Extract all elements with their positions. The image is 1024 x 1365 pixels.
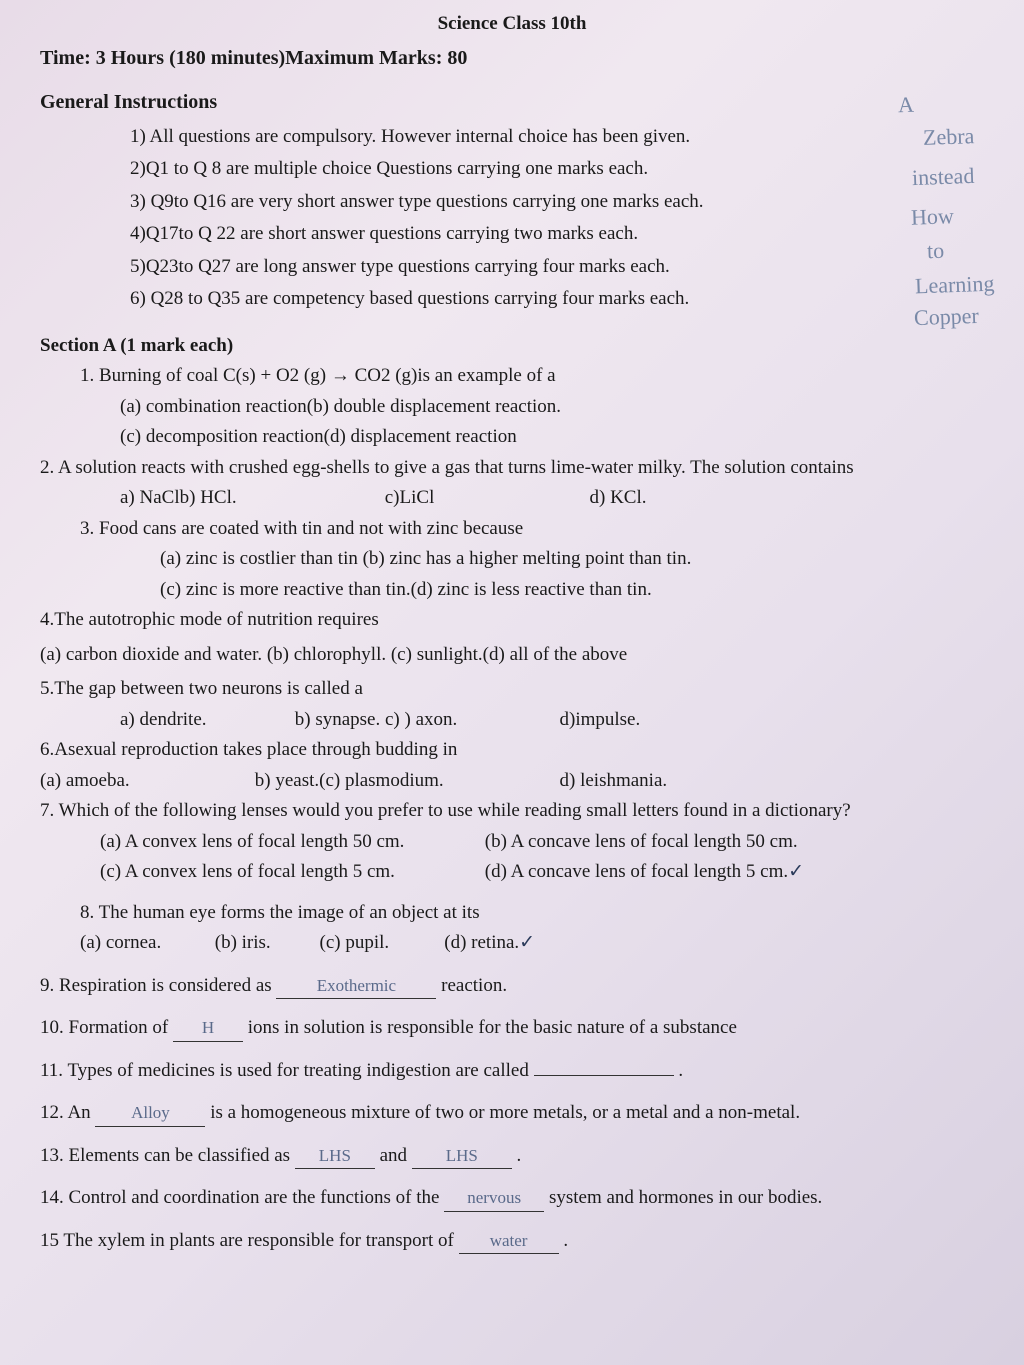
q6-options: (a) amoeba. b) yeast.(c) plasmodium. d) … bbox=[40, 767, 984, 796]
q7-options-row2: (c) A convex lens of focal length 5 cm. … bbox=[100, 858, 984, 887]
q6-text: 6.Asexual reproduction takes place throu… bbox=[40, 736, 984, 765]
q8-opt-b: (b) iris. bbox=[215, 929, 315, 958]
q12-post: is a homogeneous mixture of two or more … bbox=[210, 1102, 800, 1123]
q12: 12. An Alloy is a homogeneous mixture of… bbox=[40, 1099, 984, 1128]
q1-options-ab: (a) combination reaction(b) double displ… bbox=[120, 393, 984, 422]
q7-text: 7. Which of the following lenses would y… bbox=[40, 797, 984, 826]
q8-text: 8. The human eye forms the image of an o… bbox=[80, 899, 984, 928]
q9-pre: 9. Respiration is considered as bbox=[40, 975, 276, 996]
q7-opt-b: (b) A concave lens of focal length 50 cm… bbox=[485, 831, 798, 852]
q15: 15 The xylem in plants are responsible f… bbox=[40, 1227, 984, 1256]
q14-blank: nervous bbox=[444, 1185, 544, 1212]
margin-note: Copper bbox=[914, 299, 980, 334]
q9-blank: Exothermic bbox=[276, 973, 436, 1000]
tick-icon: ✓ bbox=[788, 861, 804, 882]
q10-blank: H bbox=[173, 1015, 243, 1042]
q2-opt-d: d) KCl. bbox=[590, 487, 647, 508]
q6-opt-a: (a) amoeba. bbox=[40, 767, 250, 796]
instruction-list: 1) All questions are compulsory. However… bbox=[130, 123, 984, 314]
margin-note: How bbox=[911, 199, 955, 233]
instruction-item: 4)Q17to Q 22 are short answer questions … bbox=[130, 220, 984, 249]
margin-note: to bbox=[926, 234, 944, 268]
q7-opt-d: (d) A concave lens of focal length 5 cm. bbox=[485, 861, 788, 882]
q11-blank bbox=[534, 1075, 674, 1076]
margin-note: instead bbox=[911, 159, 974, 194]
q10: 10. Formation of H ions in solution is r… bbox=[40, 1014, 984, 1043]
q8-opt-d: (d) retina. bbox=[444, 932, 519, 953]
instruction-item: 5)Q23to Q27 are long answer type questio… bbox=[130, 253, 984, 282]
q7-opt-a: (a) A convex lens of focal length 50 cm. bbox=[100, 828, 480, 857]
q8-opt-a: (a) cornea. bbox=[80, 929, 210, 958]
q6-opt-d: d) leishmania. bbox=[560, 770, 668, 791]
q13-post: . bbox=[517, 1145, 522, 1166]
q9-post: reaction. bbox=[441, 975, 507, 996]
q13-pre: 13. Elements can be classified as bbox=[40, 1145, 295, 1166]
q2-opt-c: c)LiCl bbox=[385, 484, 585, 513]
q2-opt-a: a) NaClb) HCl. bbox=[120, 484, 380, 513]
page-title: Science Class 10th bbox=[40, 10, 984, 39]
margin-note: A bbox=[898, 88, 915, 122]
q15-blank: water bbox=[459, 1228, 559, 1255]
q13-mid: and bbox=[380, 1145, 412, 1166]
q8-options: (a) cornea. (b) iris. (c) pupil. (d) ret… bbox=[80, 929, 984, 958]
q11-post: . bbox=[678, 1060, 683, 1081]
q5-opt-a: a) dendrite. bbox=[120, 706, 290, 735]
q11: 11. Types of medicines is used for treat… bbox=[40, 1057, 984, 1086]
q15-post: . bbox=[563, 1230, 568, 1251]
q12-blank: Alloy bbox=[95, 1100, 205, 1127]
q3-options-cd: (c) zinc is more reactive than tin.(d) z… bbox=[160, 576, 984, 605]
q5-opt-bc: b) synapse. c) ) axon. bbox=[295, 706, 555, 735]
q6-opt-bc: b) yeast.(c) plasmodium. bbox=[255, 767, 555, 796]
q10-pre: 10. Formation of bbox=[40, 1017, 173, 1038]
q7-options-row1: (a) A convex lens of focal length 50 cm.… bbox=[100, 828, 984, 857]
instruction-item: 3) Q9to Q16 are very short answer type q… bbox=[130, 188, 984, 217]
q3-options-ab: (a) zinc is costlier than tin (b) zinc h… bbox=[160, 545, 984, 574]
q8-opt-c: (c) pupil. bbox=[320, 929, 440, 958]
q14-post: system and hormones in our bodies. bbox=[549, 1187, 822, 1208]
q5-text: 5.The gap between two neurons is called … bbox=[40, 675, 984, 704]
instruction-item: 2)Q1 to Q 8 are multiple choice Question… bbox=[130, 155, 984, 184]
instruction-item: 6) Q28 to Q35 are competency based quest… bbox=[130, 285, 984, 314]
q10-post: ions in solution is responsible for the … bbox=[248, 1017, 737, 1038]
instruction-item: 1) All questions are compulsory. However… bbox=[130, 123, 984, 152]
q2-options: a) NaClb) HCl. c)LiCl d) KCl. bbox=[120, 484, 984, 513]
q4-options: (a) carbon dioxide and water. (b) chloro… bbox=[40, 641, 984, 670]
q1-text: 1. Burning of coal C(s) + O2 (g) → CO2 (… bbox=[80, 362, 984, 391]
q13: 13. Elements can be classified as LHS an… bbox=[40, 1142, 984, 1171]
q5-opt-d: d)impulse. bbox=[560, 709, 641, 730]
q13-blank2: LHS bbox=[412, 1143, 512, 1170]
tick-icon: ✓ bbox=[519, 932, 535, 953]
margin-note: Learning bbox=[914, 267, 995, 303]
q1-options-cd: (c) decomposition reaction(d) displaceme… bbox=[120, 423, 984, 452]
q12-pre: 12. An bbox=[40, 1102, 95, 1123]
q4-text: 4.The autotrophic mode of nutrition requ… bbox=[40, 606, 984, 635]
q5-options: a) dendrite. b) synapse. c) ) axon. d)im… bbox=[120, 706, 984, 735]
q7-opt-c: (c) A convex lens of focal length 5 cm. bbox=[100, 858, 480, 887]
time-marks: Time: 3 Hours (180 minutes)Maximum Marks… bbox=[40, 43, 984, 73]
q9: 9. Respiration is considered as Exotherm… bbox=[40, 972, 984, 1001]
q2-text: 2. A solution reacts with crushed egg-sh… bbox=[40, 454, 984, 483]
section-a-heading: Section A (1 mark each) bbox=[40, 332, 984, 361]
q15-pre: 15 The xylem in plants are responsible f… bbox=[40, 1230, 459, 1251]
q3-text: 3. Food cans are coated with tin and not… bbox=[80, 515, 984, 544]
general-instructions-heading: General Instructions bbox=[40, 87, 984, 117]
q11-pre: 11. Types of medicines is used for treat… bbox=[40, 1060, 534, 1081]
margin-note: Zebra bbox=[922, 119, 974, 154]
q14: 14. Control and coordination are the fun… bbox=[40, 1184, 984, 1213]
q13-blank1: LHS bbox=[295, 1143, 375, 1170]
q14-pre: 14. Control and coordination are the fun… bbox=[40, 1187, 444, 1208]
